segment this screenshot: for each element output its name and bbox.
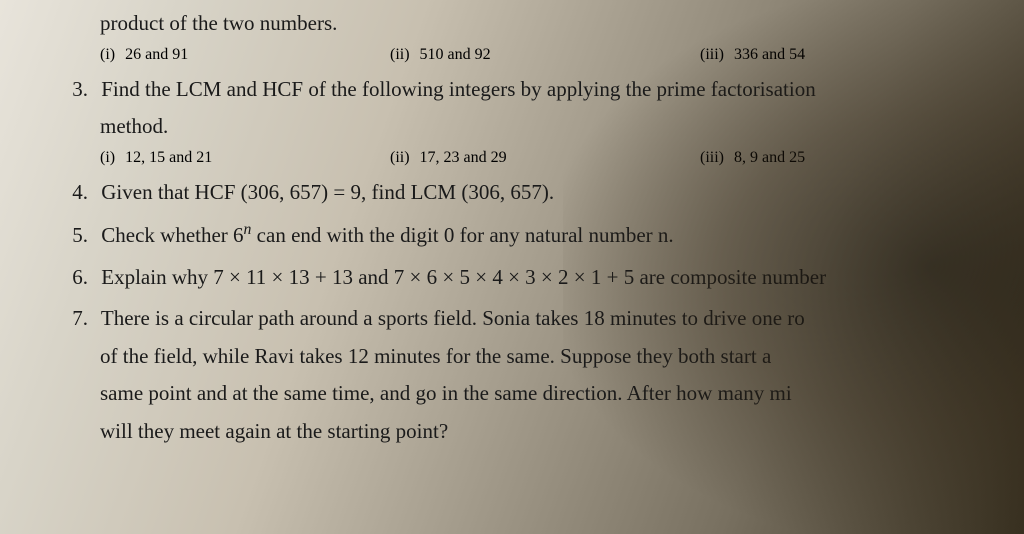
fragment-line: product of the two numbers.	[60, 8, 1004, 40]
opt-text: 510 and 92	[420, 46, 491, 63]
q3-opt-ii: (ii) 17, 23 and 29	[390, 149, 700, 167]
q5-number: 5.	[64, 220, 96, 252]
q3-opt-i: (i) 12, 15 and 21	[100, 149, 390, 167]
q5-pre: Check whether 6	[101, 223, 243, 247]
q3-number: 3.	[64, 74, 96, 106]
opt-label: (i)	[100, 149, 115, 166]
opt-text: 336 and 54	[734, 46, 805, 63]
q2-opt-iii: (iii) 336 and 54	[700, 46, 805, 64]
q3-text1: Find the LCM and HCF of the following in…	[101, 77, 815, 101]
opt-text: 17, 23 and 29	[420, 149, 507, 166]
q7-number: 7.	[64, 303, 96, 335]
q3-line1: 3. Find the LCM and HCF of the following…	[60, 74, 1004, 106]
q5-line: 5. Check whether 6n can end with the dig…	[60, 218, 1004, 252]
q7-text1: There is a circular path around a sports…	[101, 306, 805, 330]
q3-line2: method.	[60, 111, 1004, 143]
q2-options: (i) 26 and 91 (ii) 510 and 92 (iii) 336 …	[60, 46, 1004, 64]
q4-line: 4. Given that HCF (306, 657) = 9, find L…	[60, 177, 1004, 209]
q2-opt-i: (i) 26 and 91	[100, 46, 390, 64]
q5-post: can end with the digit 0 for any natural…	[251, 223, 673, 247]
opt-label: (iii)	[700, 149, 724, 166]
opt-label: (i)	[100, 46, 115, 63]
opt-label: (ii)	[390, 149, 410, 166]
q4-text: Given that HCF (306, 657) = 9, find LCM …	[101, 180, 554, 204]
opt-label: (iii)	[700, 46, 724, 63]
opt-label: (ii)	[390, 46, 410, 63]
textbook-page: product of the two numbers. (i) 26 and 9…	[0, 0, 1024, 534]
q7-line4: will they meet again at the starting poi…	[60, 416, 1004, 448]
q4-number: 4.	[64, 177, 96, 209]
q7-line1: 7. There is a circular path around a spo…	[60, 303, 1004, 335]
opt-text: 26 and 91	[125, 46, 188, 63]
q3-opt-iii: (iii) 8, 9 and 25	[700, 149, 805, 167]
q2-opt-ii: (ii) 510 and 92	[390, 46, 700, 64]
q6-text: Explain why 7 × 11 × 13 + 13 and 7 × 6 ×…	[101, 265, 826, 289]
opt-text: 12, 15 and 21	[125, 149, 212, 166]
opt-text: 8, 9 and 25	[734, 149, 805, 166]
q7-line2: of the field, while Ravi takes 12 minute…	[60, 341, 1004, 373]
q3-options: (i) 12, 15 and 21 (ii) 17, 23 and 29 (ii…	[60, 149, 1004, 167]
q6-line: 6. Explain why 7 × 11 × 13 + 13 and 7 × …	[60, 262, 1004, 294]
q7-line3: same point and at the same time, and go …	[60, 378, 1004, 410]
q6-number: 6.	[64, 262, 96, 294]
